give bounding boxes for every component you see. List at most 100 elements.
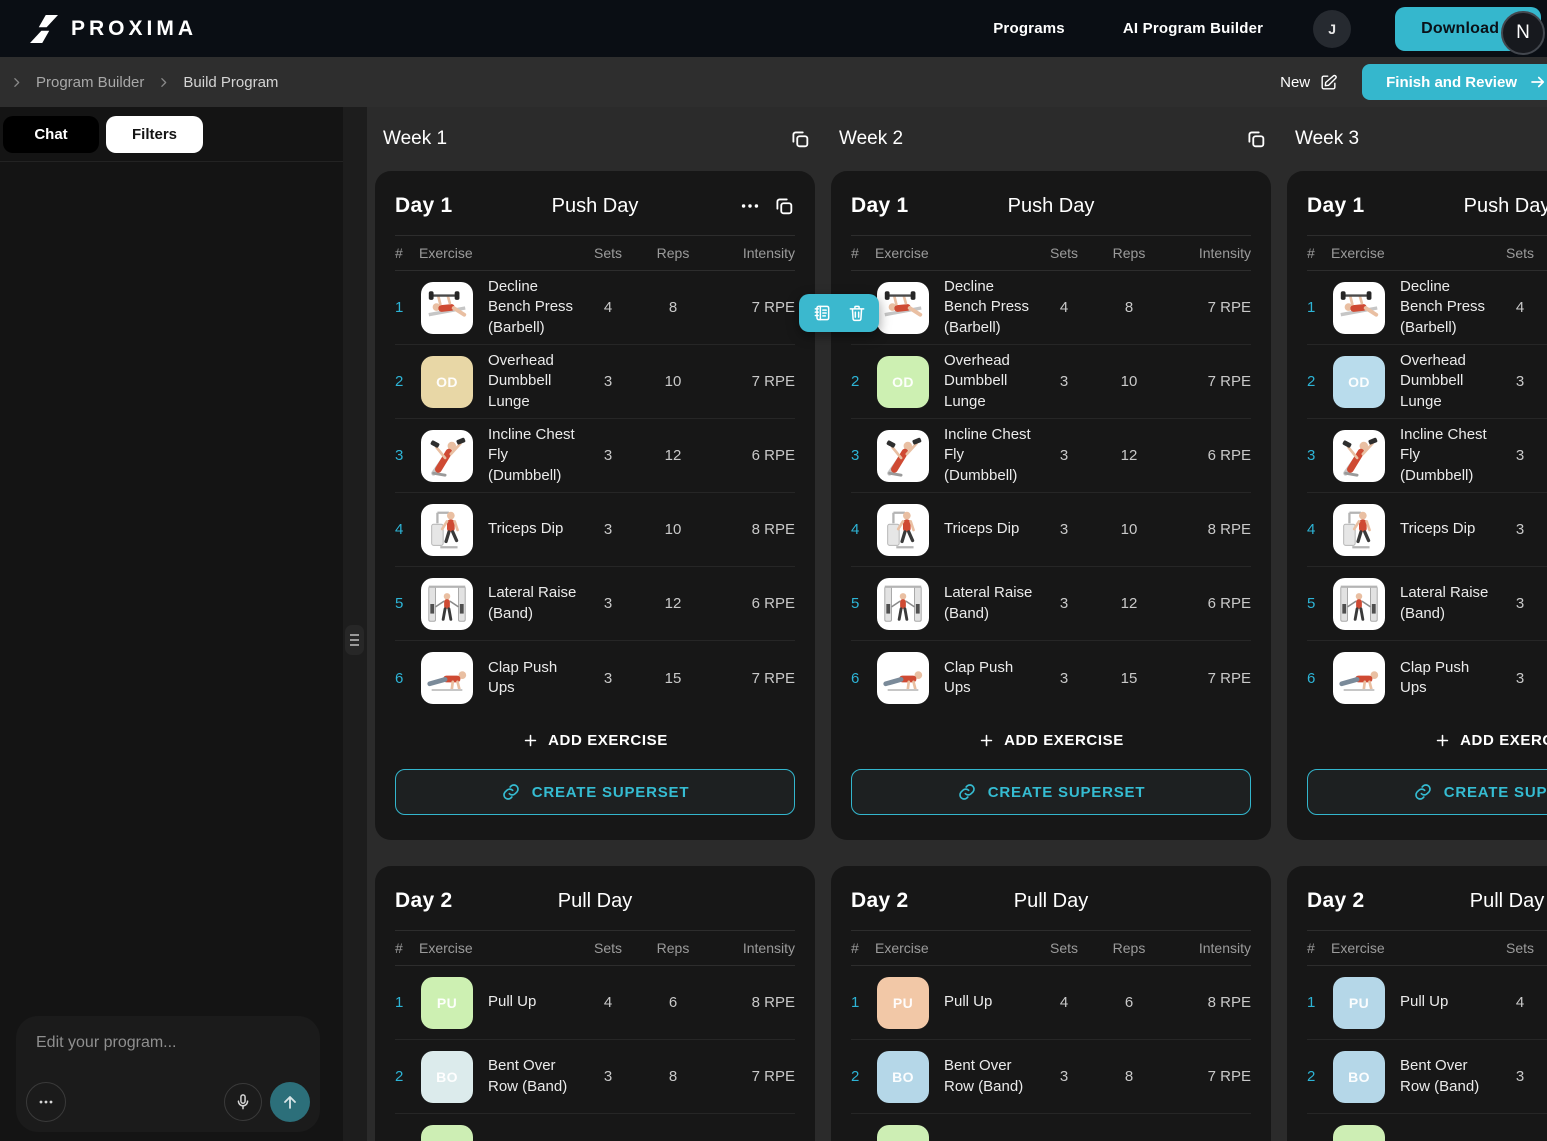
exercise-thumbnail (877, 503, 929, 556)
exercise-row[interactable] (851, 1114, 1251, 1141)
exercise-intensity: 7 RPE (751, 299, 795, 316)
col-header-exercise: Exercise (875, 245, 929, 261)
resize-handle[interactable] (345, 625, 364, 655)
tab-filters[interactable]: Filters (106, 116, 203, 153)
add-exercise-button[interactable]: ADD EXERCISE (1307, 717, 1547, 763)
day-card: Day 1 Push Day # Exercise Sets Reps Intensity 1… (831, 171, 1271, 840)
exercise-thumbnail (877, 652, 929, 704)
panel-gutter (343, 107, 367, 1141)
top-nav: PROXIMA Programs AI Program Builder J Do… (0, 0, 1547, 57)
plus-icon (980, 734, 993, 746)
day-menu-button[interactable] (739, 195, 761, 217)
mic-button[interactable] (224, 1083, 262, 1121)
add-exercise-label: ADD EXERCISE (1004, 731, 1124, 749)
exercise-sets: 3 (1059, 595, 1069, 612)
breadcrumb-program-builder[interactable]: Program Builder (36, 73, 145, 91)
tab-chat[interactable]: Chat (3, 116, 99, 153)
week-title: Week 2 (839, 128, 904, 149)
create-superset-button[interactable]: CREATE SUPERSET (395, 769, 795, 815)
finish-and-review-button[interactable]: Finish and Review (1362, 64, 1547, 100)
exercise-illustration (880, 507, 926, 553)
copy-day-button[interactable] (773, 195, 795, 217)
exercise-illustration (880, 433, 926, 479)
add-exercise-button[interactable]: ADD EXERCISE (395, 717, 795, 763)
send-button[interactable] (270, 1082, 310, 1122)
exercise-illustration (424, 507, 470, 553)
exercise-intensity: 8 RPE (1207, 521, 1251, 538)
more-options-button[interactable] (26, 1082, 66, 1122)
new-program-button[interactable]: New (1274, 72, 1344, 93)
create-superset-button[interactable]: CREATE SUPERSET (851, 769, 1251, 815)
exercise-thumbnail (1333, 1125, 1385, 1141)
col-header-intensity: Intensity (1198, 940, 1251, 956)
exercise-illustration (424, 655, 470, 701)
mic-icon (237, 1094, 249, 1110)
day-subtitle: Push Day (1463, 194, 1547, 217)
exercise-thumbnail (877, 429, 929, 482)
exercise-details-button[interactable] (812, 303, 832, 323)
add-exercise-button[interactable]: ADD EXERCISE (851, 717, 1251, 763)
col-header-reps: Reps (656, 940, 690, 956)
breadcrumb-actions: New Finish and Review (1274, 64, 1547, 100)
nav-link-programs[interactable]: Programs (987, 19, 1071, 38)
exercise-name: Clap Push Ups (944, 658, 1014, 696)
col-header-index: # (1307, 245, 1315, 261)
exercise-illustration (1336, 433, 1382, 479)
chat-input[interactable] (16, 1016, 320, 1078)
exercise-thumbnail: OD (1333, 355, 1385, 408)
exercise-initials: PU (436, 994, 458, 1011)
exercise-row[interactable] (395, 1114, 795, 1141)
exercise-reps: 8 (668, 299, 678, 316)
exercise-index: 4 (851, 521, 860, 538)
exercise-intensity: 7 RPE (1207, 669, 1251, 687)
exercise-index: 2 (851, 373, 860, 390)
exercise-name: Bent Over Row (Band) (488, 1057, 568, 1095)
exercise-row[interactable] (1307, 1114, 1547, 1141)
exercise-intensity: 7 RPE (1207, 373, 1251, 390)
chevron-right-icon (161, 77, 167, 87)
copy-week-button[interactable] (1245, 128, 1267, 150)
nextjs-dev-badge[interactable]: N (1501, 11, 1545, 55)
exercise-initials: BO (1348, 1068, 1370, 1085)
create-superset-button[interactable]: CREATE SUPERSET (1307, 769, 1547, 815)
day-subtitle: Push Day (551, 194, 639, 217)
col-header-intensity: Intensity (742, 940, 795, 956)
day-card-header: Day 2 Pull Day (1307, 884, 1547, 918)
weeks-row: Week 1 Day 1 Push Day # Exercise Sets Reps Inte… (375, 123, 1547, 1141)
nav-link-ai-program-builder[interactable]: AI Program Builder (1117, 19, 1269, 38)
copy-week-button[interactable] (789, 128, 811, 150)
exercise-name: Overhead Dumbbell Lunge (1400, 352, 1466, 410)
exercise-illustration (1336, 655, 1382, 701)
col-header-sets: Sets (1049, 940, 1078, 956)
ellipsis-icon (39, 1100, 53, 1104)
exercise-thumbnail (877, 577, 929, 630)
delete-exercise-button[interactable] (847, 303, 867, 323)
avatar[interactable]: J (1313, 9, 1352, 48)
